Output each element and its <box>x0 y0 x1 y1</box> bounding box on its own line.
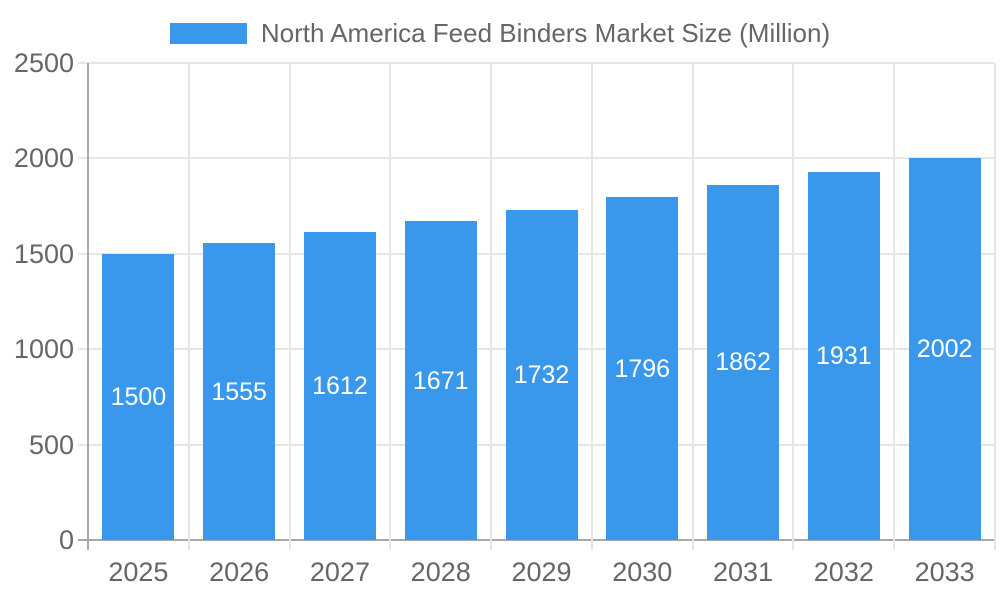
gridline-v <box>288 63 291 550</box>
y-axis-tick-label: 0 <box>58 525 74 555</box>
gridline-h <box>78 62 995 64</box>
bar-value-label: 2002 <box>916 335 973 363</box>
y-axis-tick-label: 2500 <box>13 48 74 78</box>
gridline-h <box>78 157 995 160</box>
gridline-v <box>389 63 392 550</box>
bar[interactable] <box>303 232 376 540</box>
x-axis-line <box>78 539 995 541</box>
bar-value-label: 1500 <box>110 382 167 411</box>
x-axis-tick-label: 2028 <box>410 557 471 587</box>
bar-value-label: 1732 <box>513 360 570 389</box>
x-axis-tick-label: 2033 <box>914 557 975 587</box>
gridline-v <box>893 63 896 550</box>
x-axis-tick-label: 2027 <box>309 557 370 587</box>
bar-value-label: 1796 <box>614 354 671 383</box>
bar[interactable] <box>505 209 578 540</box>
gridline-v <box>590 63 593 550</box>
x-axis-tick-label: 2032 <box>813 557 874 587</box>
bar-value-label: 1862 <box>715 348 771 377</box>
bar[interactable] <box>908 158 981 540</box>
bar-value-label: 1555 <box>211 377 267 406</box>
bar[interactable] <box>203 243 276 540</box>
y-axis-line <box>87 63 89 550</box>
bar-value-label: 1931 <box>816 341 872 370</box>
bar-value-label: 1612 <box>312 372 368 401</box>
gridline-v <box>994 63 996 550</box>
x-axis-tick-label: 2025 <box>108 557 169 587</box>
bar[interactable] <box>102 253 175 540</box>
bar[interactable] <box>404 221 477 540</box>
y-axis-tick-label: 500 <box>28 429 74 460</box>
x-axis-tick-label: 2030 <box>612 557 673 587</box>
gridline-v <box>187 63 190 550</box>
bar-value-label: 1671 <box>412 366 469 395</box>
legend-item[interactable]: North America Feed Binders Market Size (… <box>0 19 1000 47</box>
y-axis-tick-label: 2000 <box>13 143 74 174</box>
gridline-v <box>792 63 795 550</box>
gridline-v <box>490 63 493 550</box>
x-axis-tick-label: 2026 <box>209 557 270 587</box>
x-axis-tick-label: 2029 <box>511 557 572 587</box>
gridline-v <box>691 63 694 550</box>
legend-label: North America Feed Binders Market Size (… <box>260 18 831 48</box>
x-axis-tick-label: 2031 <box>713 557 774 587</box>
bar[interactable] <box>606 197 679 540</box>
y-axis-tick-label: 1500 <box>13 238 74 269</box>
bar[interactable] <box>707 184 780 540</box>
legend-swatch <box>169 22 247 44</box>
bar[interactable] <box>807 171 880 540</box>
y-axis-tick-label: 1000 <box>13 334 74 365</box>
